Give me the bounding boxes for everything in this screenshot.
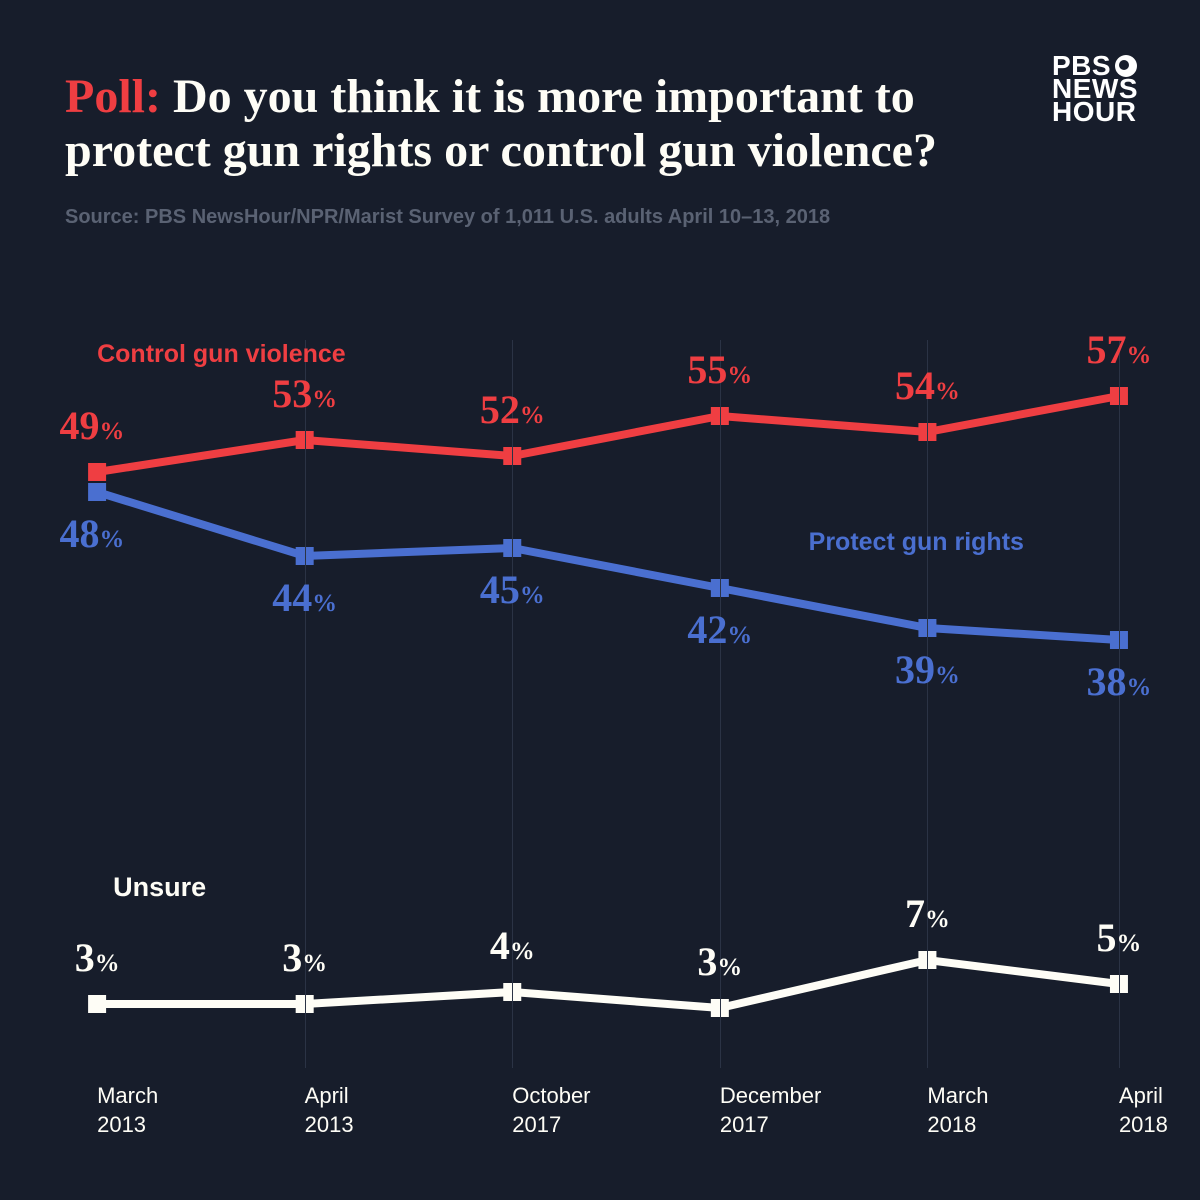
headline-rest: Do you think it is more important to pro… (65, 70, 937, 177)
x-axis-label: December 2017 (720, 1081, 821, 1140)
unsure-value-label: 3% (75, 934, 120, 981)
protect-value-label: 38% (1087, 658, 1152, 705)
protect-value-label: 48% (60, 510, 125, 557)
chart-headline: Poll: Do you think it is more important … (65, 70, 965, 178)
x-axis-label: March 2013 (97, 1081, 158, 1140)
unsure-value-label: 3% (282, 934, 327, 981)
control-value-label: 52% (480, 386, 545, 433)
unsure-value-label: 7% (905, 890, 950, 937)
headline-prefix: Poll: (65, 70, 161, 123)
protect-value-label: 42% (687, 606, 752, 653)
control-series-label: Control gun violence (97, 340, 346, 369)
pbs-newshour-logo: PBS NEWS HOUR (1052, 55, 1138, 124)
logo-line-3: HOUR (1052, 101, 1138, 124)
unsure-series-label: Unsure (113, 872, 206, 903)
line-chart: March 2013 April 2013 October 2017 December… (65, 340, 1135, 1140)
unsure-value-label: 4% (490, 922, 535, 969)
protect-value-label: 45% (480, 566, 545, 613)
unsure-value-label: 5% (1097, 914, 1142, 961)
protect-value-label: 39% (895, 646, 960, 693)
x-axis-label: March 2018 (927, 1081, 988, 1140)
protect-value-label: 44% (272, 574, 337, 621)
x-axis-label: October 2017 (512, 1081, 590, 1140)
x-axis-label: April 2013 (305, 1081, 354, 1140)
unsure-value-label: 3% (697, 938, 742, 985)
control-value-label: 49% (60, 402, 125, 449)
control-value-label: 54% (895, 362, 960, 409)
source-line: Source: PBS NewsHour/NPR/Marist Survey o… (65, 206, 1135, 229)
control-value-label: 55% (687, 346, 752, 393)
protect-series-label: Protect gun rights (809, 528, 1024, 557)
x-axis-label: April 2018 (1119, 1081, 1168, 1140)
control-value-label: 53% (272, 370, 337, 417)
control-value-label: 57% (1087, 326, 1152, 373)
chart-svg (65, 340, 1135, 1140)
grid-line (927, 340, 928, 1068)
